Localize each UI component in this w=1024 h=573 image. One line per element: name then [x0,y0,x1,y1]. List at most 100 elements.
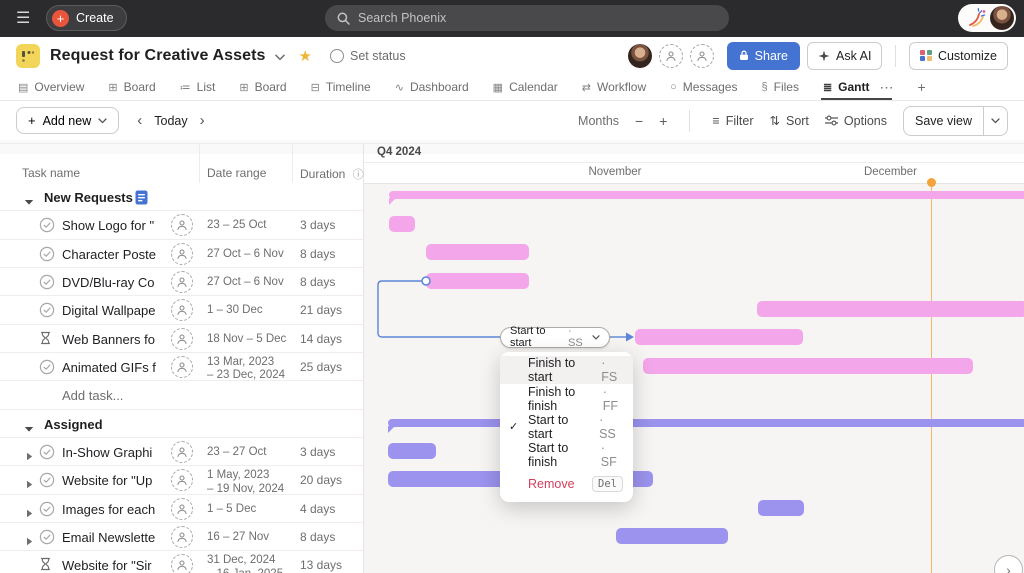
save-view-button[interactable]: Save view [915,113,972,128]
tab-board[interactable]: ⊞ Board [239,74,286,100]
table-row[interactable]: In-Show Graphi 23 – 27 Oct 3 days [0,438,363,467]
pending-hourglass-icon[interactable] [39,557,52,573]
customize-button[interactable]: Customize [909,41,1008,70]
row-expander-icon[interactable] [26,448,33,466]
sort-button[interactable]: ⇅ Sort [770,113,809,129]
column-header-duration[interactable]: Duration ⓘ [300,167,364,181]
ask-ai-button[interactable]: Ask AI [807,41,883,70]
animated-gifs-bar[interactable] [643,358,973,374]
complete-check-icon[interactable] [39,529,55,550]
add-task-button[interactable]: Add task... [62,388,124,404]
complete-check-icon[interactable] [39,472,55,493]
tab-board[interactable]: ⊞ Board [108,74,155,100]
section-template-doc-icon[interactable] [135,190,148,210]
add-new-button[interactable]: + Add new [16,107,120,134]
tab-overview[interactable]: ▤ Overview [18,74,84,100]
complete-check-icon[interactable] [39,444,55,465]
table-row[interactable]: Character Poste 27 Oct – 6 Nov 8 days [0,239,363,269]
table-row[interactable]: Show Logo for " 23 – 25 Oct 3 days [0,211,363,240]
set-status-button[interactable]: Set status [329,48,406,63]
assignee-avatar-placeholder[interactable] [171,497,193,520]
menu-item-remove[interactable]: Remove Del [500,470,633,498]
assignee-avatar-placeholder[interactable] [171,242,193,265]
complete-check-icon[interactable] [39,217,55,238]
new-requests-summary-summary-bar[interactable] [389,191,1024,199]
assigned-summary-summary-bar[interactable] [388,419,1024,427]
tab-timeline[interactable]: ⊟ Timeline [311,74,371,100]
zoom-out-button[interactable]: − [635,112,644,129]
table-row[interactable]: Website for "Up 1 May, 2023– 19 Nov, 2024… [0,466,363,495]
section-collapse-chevron-icon[interactable] [24,193,34,211]
next-period-button[interactable]: › [199,112,205,129]
user-avatar[interactable] [990,6,1014,30]
account-pill[interactable] [958,4,1016,32]
project-chevron-down-icon[interactable] [274,48,285,66]
assignee-avatar-placeholder[interactable] [171,469,193,492]
web-banners-bar[interactable] [635,329,803,345]
menu-item-sf[interactable]: Start to finish · SF [500,441,633,469]
tab-workflow[interactable]: ⇄ Workflow [582,74,646,100]
table-row[interactable]: Email Newslette 16 – 27 Nov 8 days [0,523,363,552]
section-collapse-chevron-icon[interactable] [24,420,34,438]
create-button[interactable]: + Create [46,5,127,31]
complete-check-icon[interactable] [39,501,55,522]
tab-files[interactable]: § Files [761,74,798,100]
tab-calendar[interactable]: ▦ Calendar [493,74,558,100]
digital-wallpapers-bar[interactable] [757,301,1024,317]
share-button[interactable]: Share [726,41,801,70]
tab-gantt-active[interactable]: ≣ Gantt [820,74,891,100]
save-view-chevron-button[interactable] [983,106,1007,135]
filter-button[interactable]: ≡ Filter [712,114,753,128]
email-newsletter-bar[interactable] [616,528,728,544]
pending-hourglass-icon[interactable] [39,331,52,350]
images-for-each-bar[interactable] [758,500,804,516]
tab-messages[interactable]: ○ Messages [670,74,737,100]
row-expander-icon[interactable] [26,476,33,494]
row-expander-icon[interactable] [26,505,33,523]
assignee-avatar-placeholder[interactable] [171,299,193,322]
prev-period-button[interactable]: ‹ [137,112,143,129]
tab-dashboard[interactable]: ∿ Dashboard [395,74,469,100]
favorite-star-icon[interactable]: ★ [298,47,312,65]
table-row[interactable]: Digital Wallpape 1 – 30 Dec 21 days [0,296,363,325]
complete-check-icon[interactable] [39,302,55,323]
table-row[interactable]: Images for each 1 – 5 Dec 4 days [0,494,363,523]
assignee-avatar-placeholder[interactable] [171,441,193,463]
zoom-level-label[interactable]: Months [578,113,620,128]
complete-check-icon[interactable] [39,274,55,295]
assignee-avatar-placeholder[interactable] [171,327,193,350]
complete-check-icon[interactable] [39,359,55,380]
add-tab-button[interactable]: + [917,79,926,95]
tab-list[interactable]: ≔ List [180,74,216,100]
hamburger-menu-icon[interactable]: ☰ [16,10,31,27]
assignee-avatar-placeholder[interactable] [171,554,193,573]
column-header-date-range[interactable]: Date range [207,166,267,180]
show-logo-bar[interactable] [389,216,415,232]
options-button[interactable]: Options [824,114,887,128]
dependency-type-pill[interactable]: Start to start · SS [500,325,610,349]
menu-item-fs[interactable]: Finish to start · FS [500,356,633,385]
zoom-in-button[interactable]: + [659,112,668,129]
member-avatar[interactable] [627,43,652,68]
menu-item-ff[interactable]: Finish to finish · FF [500,384,633,413]
table-row[interactable]: Add task... [0,381,363,410]
column-header-task-name[interactable]: Task name [22,166,81,180]
invite-avatar-placeholder[interactable] [689,43,714,68]
dvd-bluray-bar[interactable] [426,273,529,289]
table-row[interactable]: Web Banners fo 18 Nov – 5 Dec 14 days [0,324,363,353]
table-row[interactable]: Website for "Sir 31 Dec, 2024– 16 Jan, 20… [0,551,363,573]
character-poster-bar[interactable] [426,244,529,260]
row-expander-icon[interactable] [26,533,33,551]
table-row[interactable]: DVD/Blu-ray Co 27 Oct – 6 Nov 8 days [0,268,363,297]
search-input[interactable]: Search Phoenix [325,5,729,31]
today-button[interactable]: Today [154,113,188,128]
table-row[interactable]: Animated GIFs f 13 Mar, 2023– 23 Dec, 202… [0,353,363,382]
table-row[interactable]: Assigned [0,409,363,438]
table-row[interactable]: New Requests [0,183,363,212]
in-show-graphics-bar[interactable] [388,443,436,459]
assignee-avatar-placeholder[interactable] [171,271,193,293]
complete-check-icon[interactable] [39,246,55,267]
assignee-avatar-placeholder[interactable] [171,214,193,237]
tab-overflow-button[interactable]: ⋯ [879,78,894,95]
invite-avatar-placeholder[interactable] [658,43,683,68]
